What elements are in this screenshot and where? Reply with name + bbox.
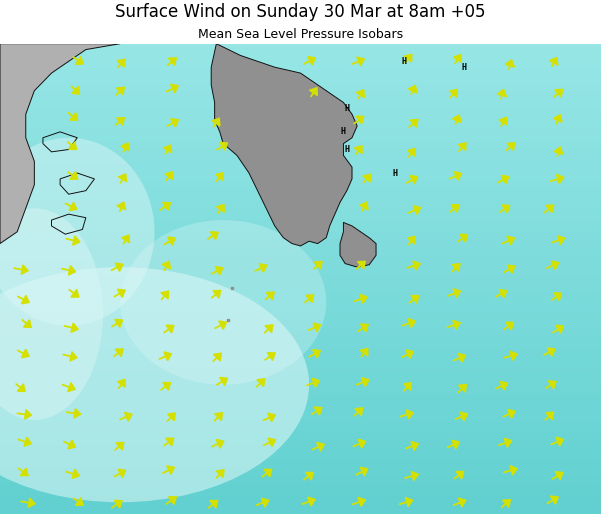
Ellipse shape	[0, 267, 309, 502]
Text: H: H	[392, 169, 397, 177]
Polygon shape	[211, 44, 357, 246]
Polygon shape	[0, 44, 120, 244]
Text: Surface Wind on Sunday 30 Mar at 8am +05: Surface Wind on Sunday 30 Mar at 8am +05	[115, 3, 486, 21]
Text: H: H	[344, 145, 349, 154]
Text: H: H	[401, 57, 406, 66]
Polygon shape	[340, 223, 376, 267]
Text: Mean Sea Level Pressure Isobars: Mean Sea Level Pressure Isobars	[198, 28, 403, 41]
Ellipse shape	[120, 220, 326, 384]
Text: H: H	[344, 104, 349, 113]
Text: H: H	[461, 63, 466, 72]
Ellipse shape	[0, 208, 103, 420]
Text: H: H	[341, 127, 346, 136]
Ellipse shape	[0, 138, 154, 326]
